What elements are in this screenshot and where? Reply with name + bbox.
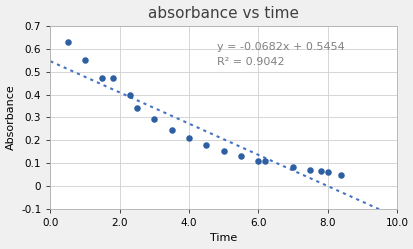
Point bbox=[99, 76, 105, 80]
Point bbox=[202, 143, 209, 147]
Point bbox=[109, 76, 116, 80]
Point bbox=[185, 136, 192, 140]
Point bbox=[254, 159, 261, 163]
Point bbox=[126, 93, 133, 97]
Point bbox=[261, 159, 268, 163]
Point bbox=[133, 106, 140, 110]
Point bbox=[64, 40, 71, 44]
Point bbox=[289, 165, 296, 169]
Point bbox=[323, 170, 330, 174]
Point bbox=[81, 58, 88, 62]
Point bbox=[220, 149, 226, 153]
Point bbox=[337, 173, 344, 177]
Point bbox=[168, 128, 175, 132]
Point bbox=[237, 154, 244, 158]
Point bbox=[317, 169, 323, 173]
X-axis label: Time: Time bbox=[209, 234, 237, 244]
Title: absorbance vs time: absorbance vs time bbox=[148, 5, 299, 21]
Point bbox=[306, 168, 313, 172]
Y-axis label: Absorbance: Absorbance bbox=[5, 84, 16, 150]
Text: y = -0.0682x + 0.5454
R² = 0.9042: y = -0.0682x + 0.5454 R² = 0.9042 bbox=[216, 42, 344, 67]
Point bbox=[151, 117, 157, 121]
